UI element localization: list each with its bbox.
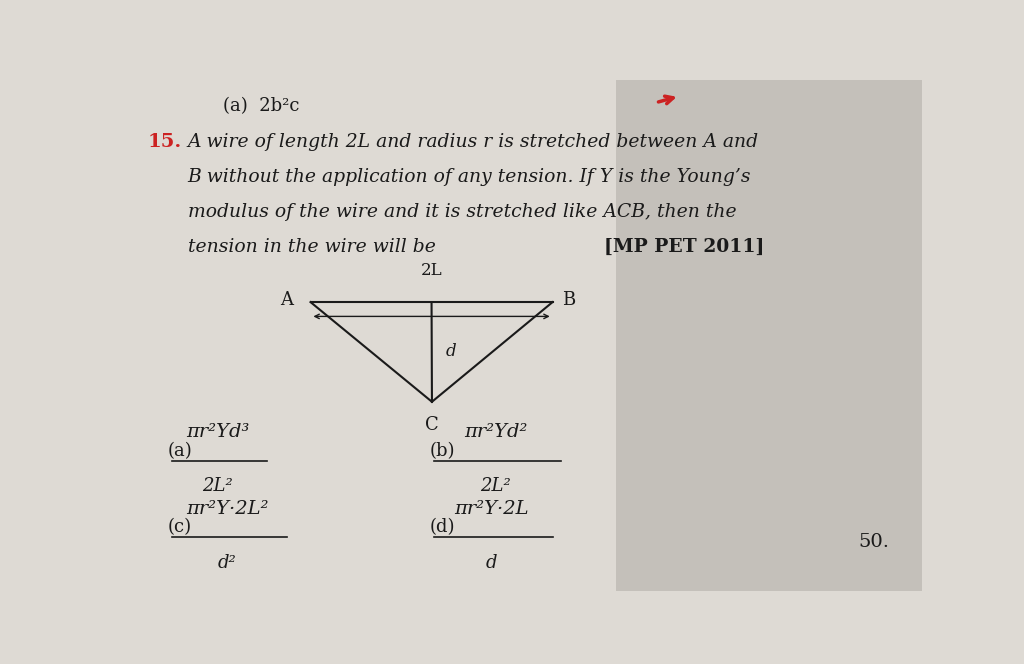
Text: (a)  2b²c: (a) 2b²c [223,98,300,116]
Text: d²: d² [218,554,237,572]
Text: A wire of length 2L and radius r is stretched between A and: A wire of length 2L and radius r is stre… [187,133,759,151]
Text: A: A [281,291,293,309]
Text: d: d [445,343,457,361]
Text: d: d [485,554,498,572]
Text: πr²Yd³: πr²Yd³ [186,423,250,441]
Bar [616,80,922,591]
Text: (a): (a) [168,442,193,460]
Text: 2L²: 2L² [480,477,511,495]
Text: tension in the wire will be: tension in the wire will be [187,238,435,256]
Text: 15.: 15. [147,133,182,151]
Text: πr²Y·2L: πr²Y·2L [455,500,528,518]
Text: B: B [562,291,575,309]
Text: (b): (b) [430,442,455,460]
Text: [MP PET 2011]: [MP PET 2011] [604,238,765,256]
Text: B without the application of any tension. If Y is the Young’s: B without the application of any tension… [187,168,751,186]
Text: modulus of the wire and it is stretched like ACB, then the: modulus of the wire and it is stretched … [187,203,736,221]
Text: (c): (c) [168,519,191,537]
Text: πr²Y·2L²: πr²Y·2L² [186,500,268,518]
Text: 2L: 2L [421,262,442,279]
Text: πr²Yd²: πr²Yd² [464,423,527,441]
Text: 2L²: 2L² [203,477,233,495]
Text: (d): (d) [430,519,455,537]
Text: 50.: 50. [859,533,890,551]
Text: C: C [425,416,439,434]
